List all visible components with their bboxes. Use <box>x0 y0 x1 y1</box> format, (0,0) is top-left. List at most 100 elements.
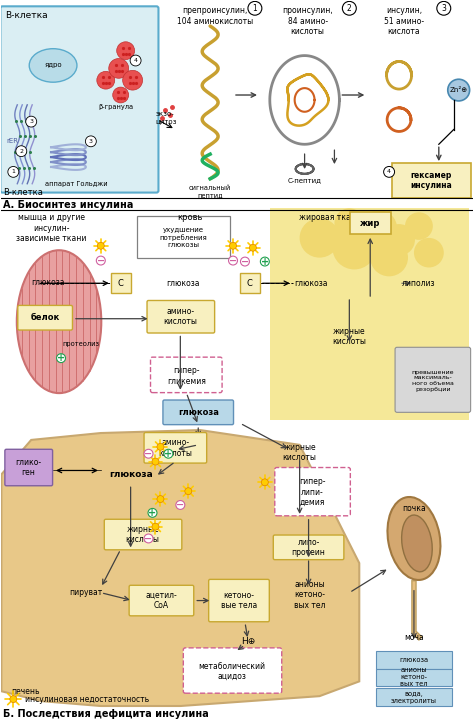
Text: −: − <box>176 500 184 510</box>
Circle shape <box>157 495 164 503</box>
Text: глюкоза: глюкоза <box>178 408 219 417</box>
Circle shape <box>130 55 141 66</box>
Circle shape <box>10 696 17 702</box>
Text: −: − <box>229 255 237 265</box>
Circle shape <box>240 257 249 266</box>
FancyBboxPatch shape <box>111 273 131 293</box>
Text: проинсулин,
84 амино-
кислоты: проинсулин, 84 амино- кислоты <box>282 6 333 36</box>
Text: жирные
кислоты: жирные кислоты <box>283 443 317 462</box>
Text: метаболический
ацидоз: метаболический ацидоз <box>199 662 265 681</box>
Text: ухудшение
потребления
глюкозы: ухудшение потребления глюкозы <box>159 227 207 249</box>
Text: анионы
кетоно-
вых тел: анионы кетоно- вых тел <box>294 580 325 609</box>
Circle shape <box>97 71 115 89</box>
Text: −: − <box>97 255 105 265</box>
Circle shape <box>383 167 394 177</box>
Text: сигнальный
пептид: сигнальный пептид <box>189 185 231 198</box>
FancyBboxPatch shape <box>273 535 344 559</box>
Text: гипер-
липи-
демия: гипер- липи- демия <box>299 477 326 507</box>
Circle shape <box>144 534 153 543</box>
Text: моча: моча <box>404 632 424 642</box>
FancyBboxPatch shape <box>350 212 391 234</box>
Text: вода,
электролиты: вода, электролиты <box>391 691 437 704</box>
Ellipse shape <box>17 250 101 393</box>
Text: экзо-
цитоз: экзо- цитоз <box>155 111 177 124</box>
Text: инсулиновая недостаточность: инсулиновая недостаточность <box>25 694 149 704</box>
FancyBboxPatch shape <box>104 519 182 550</box>
Text: кетоно-
вые тела: кетоно- вые тела <box>221 591 257 610</box>
FancyBboxPatch shape <box>392 163 471 198</box>
Text: глюкоза: глюкоза <box>295 279 328 288</box>
Text: амино-
кислоты: амино- кислоты <box>164 307 197 327</box>
Text: Б. Последствия дефицита инсулина: Б. Последствия дефицита инсулина <box>3 709 209 719</box>
Bar <box>270 208 469 420</box>
FancyBboxPatch shape <box>376 689 452 706</box>
FancyBboxPatch shape <box>137 216 230 257</box>
Text: 2: 2 <box>347 4 352 13</box>
FancyBboxPatch shape <box>209 580 269 622</box>
Text: 3: 3 <box>441 4 446 13</box>
Text: гипер-
гликемия: гипер- гликемия <box>167 366 206 386</box>
Text: В-клетка: В-клетка <box>3 187 43 197</box>
FancyBboxPatch shape <box>240 273 260 293</box>
Text: жирные
кислоты: жирные кислоты <box>332 327 366 346</box>
FancyBboxPatch shape <box>183 648 282 693</box>
Text: аппарат Гольджи: аппарат Гольджи <box>45 181 107 187</box>
Text: 2: 2 <box>19 149 23 154</box>
Circle shape <box>405 212 433 240</box>
Text: амино-
кислоты: амино- кислоты <box>158 438 192 458</box>
Text: Zn²⊕: Zn²⊕ <box>450 87 468 93</box>
Text: 1: 1 <box>253 4 257 13</box>
Circle shape <box>148 508 157 517</box>
FancyBboxPatch shape <box>151 357 222 393</box>
Text: 3: 3 <box>89 139 93 143</box>
Text: пируват: пируват <box>69 588 102 597</box>
Circle shape <box>176 500 185 510</box>
Circle shape <box>16 146 27 156</box>
Ellipse shape <box>29 49 77 82</box>
Text: rER: rER <box>6 138 18 144</box>
Text: +: + <box>261 257 269 267</box>
Text: белок: белок <box>30 313 60 322</box>
Circle shape <box>157 443 164 451</box>
Text: −: − <box>145 534 153 544</box>
Circle shape <box>248 1 262 15</box>
Circle shape <box>448 79 470 101</box>
Text: анионы
кетоно-
вых тел: анионы кетоно- вых тел <box>400 668 428 687</box>
Text: глюкоза: глюкоза <box>166 279 200 288</box>
Polygon shape <box>1 430 359 706</box>
Circle shape <box>113 87 128 103</box>
Circle shape <box>96 256 105 265</box>
Text: 4: 4 <box>134 58 137 63</box>
Circle shape <box>342 1 356 15</box>
Text: превышение
максималь-
ного объема
резорбции: превышение максималь- ного объема резорб… <box>411 370 454 392</box>
Ellipse shape <box>401 515 432 572</box>
FancyBboxPatch shape <box>395 348 471 412</box>
Circle shape <box>56 354 65 363</box>
Text: −: − <box>241 257 249 267</box>
Circle shape <box>229 242 237 249</box>
FancyBboxPatch shape <box>0 6 158 193</box>
Text: С: С <box>118 279 124 288</box>
Text: ацетил-
СоА: ацетил- СоА <box>146 591 177 610</box>
Text: А. Биосинтез инсулина: А. Биосинтез инсулина <box>3 200 134 211</box>
Text: липолиз: липолиз <box>402 279 436 288</box>
Circle shape <box>260 257 269 266</box>
Text: +: + <box>148 508 156 518</box>
Circle shape <box>117 42 135 60</box>
Text: инсулин,
51 амино-
кислота: инсулин, 51 амино- кислота <box>384 6 424 36</box>
Text: 3: 3 <box>29 119 33 124</box>
Text: С-пептид: С-пептид <box>288 177 321 183</box>
Circle shape <box>261 479 268 486</box>
FancyBboxPatch shape <box>376 651 452 668</box>
Circle shape <box>335 208 364 238</box>
Text: 1: 1 <box>11 169 15 174</box>
Text: глюкоза: глюкоза <box>31 278 65 287</box>
Circle shape <box>164 449 173 458</box>
Text: печень: печень <box>11 686 40 696</box>
Circle shape <box>8 167 19 177</box>
Circle shape <box>85 136 96 147</box>
Text: препроинсулин,
104 аминокислоты: препроинсулин, 104 аминокислоты <box>177 6 253 26</box>
Circle shape <box>152 523 159 530</box>
Text: +: + <box>164 448 173 459</box>
Text: −: − <box>145 448 153 459</box>
